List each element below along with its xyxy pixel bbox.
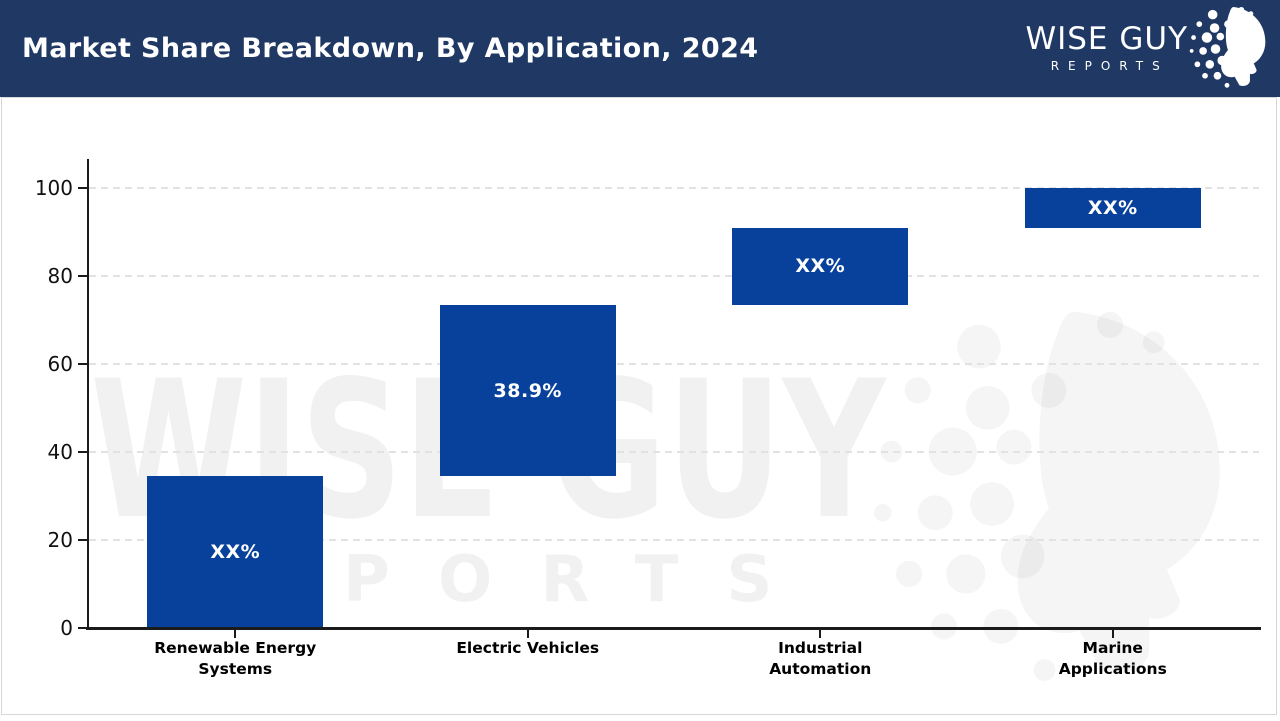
bar-value-label: XX% <box>1087 196 1138 219</box>
y-axis-tick <box>78 275 87 277</box>
x-axis-tick <box>234 630 237 638</box>
y-tick-label: 20 <box>47 528 73 552</box>
x-category-label: Industrial Automation <box>700 638 940 680</box>
y-axis-line <box>87 159 89 629</box>
x-category-label: Marine Applications <box>993 638 1233 680</box>
y-tick-label: 100 <box>34 176 73 200</box>
bar: XX% <box>732 227 909 306</box>
x-axis-tick <box>526 630 529 638</box>
y-axis-tick <box>78 627 87 629</box>
y-tick-label: 80 <box>47 264 73 288</box>
x-category-label-line: Electric Vehicles <box>456 639 600 657</box>
grid-line <box>89 451 1259 453</box>
x-category-label-line: Automation <box>769 660 872 678</box>
x-category-label: Electric Vehicles <box>408 638 648 659</box>
x-category-label-line: Marine <box>1082 639 1143 657</box>
bar: 38.9% <box>439 305 616 477</box>
y-tick-label: 0 <box>60 616 73 640</box>
x-category-label-line: Applications <box>1058 660 1167 678</box>
header-bar: Market Share Breakdown, By Application, … <box>0 0 1280 97</box>
x-category-label-line: Renewable Energy <box>154 639 317 657</box>
y-axis-tick <box>78 539 87 541</box>
logo-subtitle: REPORTS <box>1050 59 1169 73</box>
wiseguy-logo: WISE GUY REPORTS <box>1025 4 1280 94</box>
bar-value-label: XX% <box>210 541 261 564</box>
logo-wordmark: WISE GUY <box>1025 21 1188 57</box>
x-axis-tick <box>819 630 822 638</box>
x-axis-tick <box>1111 630 1114 638</box>
grid-line <box>89 187 1259 189</box>
x-category-label-line: Industrial <box>778 639 863 657</box>
y-tick-label: 40 <box>47 440 73 464</box>
x-axis-line <box>86 627 1261 630</box>
y-axis-tick <box>78 451 87 453</box>
chart-panel: WISE GUY REPORTS 020406080100XX%Renewabl… <box>1 97 1277 715</box>
wiseguy-logo-text: WISE GUY REPORTS <box>1025 21 1188 74</box>
grid-line <box>89 363 1259 365</box>
y-axis-tick <box>78 187 87 189</box>
y-tick-label: 60 <box>47 352 73 376</box>
x-category-label: Renewable Energy Systems <box>115 638 355 680</box>
page-title: Market Share Breakdown, By Application, … <box>22 33 759 64</box>
bar-value-label: XX% <box>795 255 846 278</box>
bar-value-label: 38.9% <box>493 379 562 402</box>
grid-line <box>89 539 1259 541</box>
y-axis-tick <box>78 363 87 365</box>
bar: XX% <box>147 476 324 628</box>
x-category-label-line: Systems <box>198 660 273 678</box>
wiseguy-face-icon <box>1189 6 1266 88</box>
grid-line <box>89 275 1259 277</box>
bar: XX% <box>1024 188 1201 228</box>
